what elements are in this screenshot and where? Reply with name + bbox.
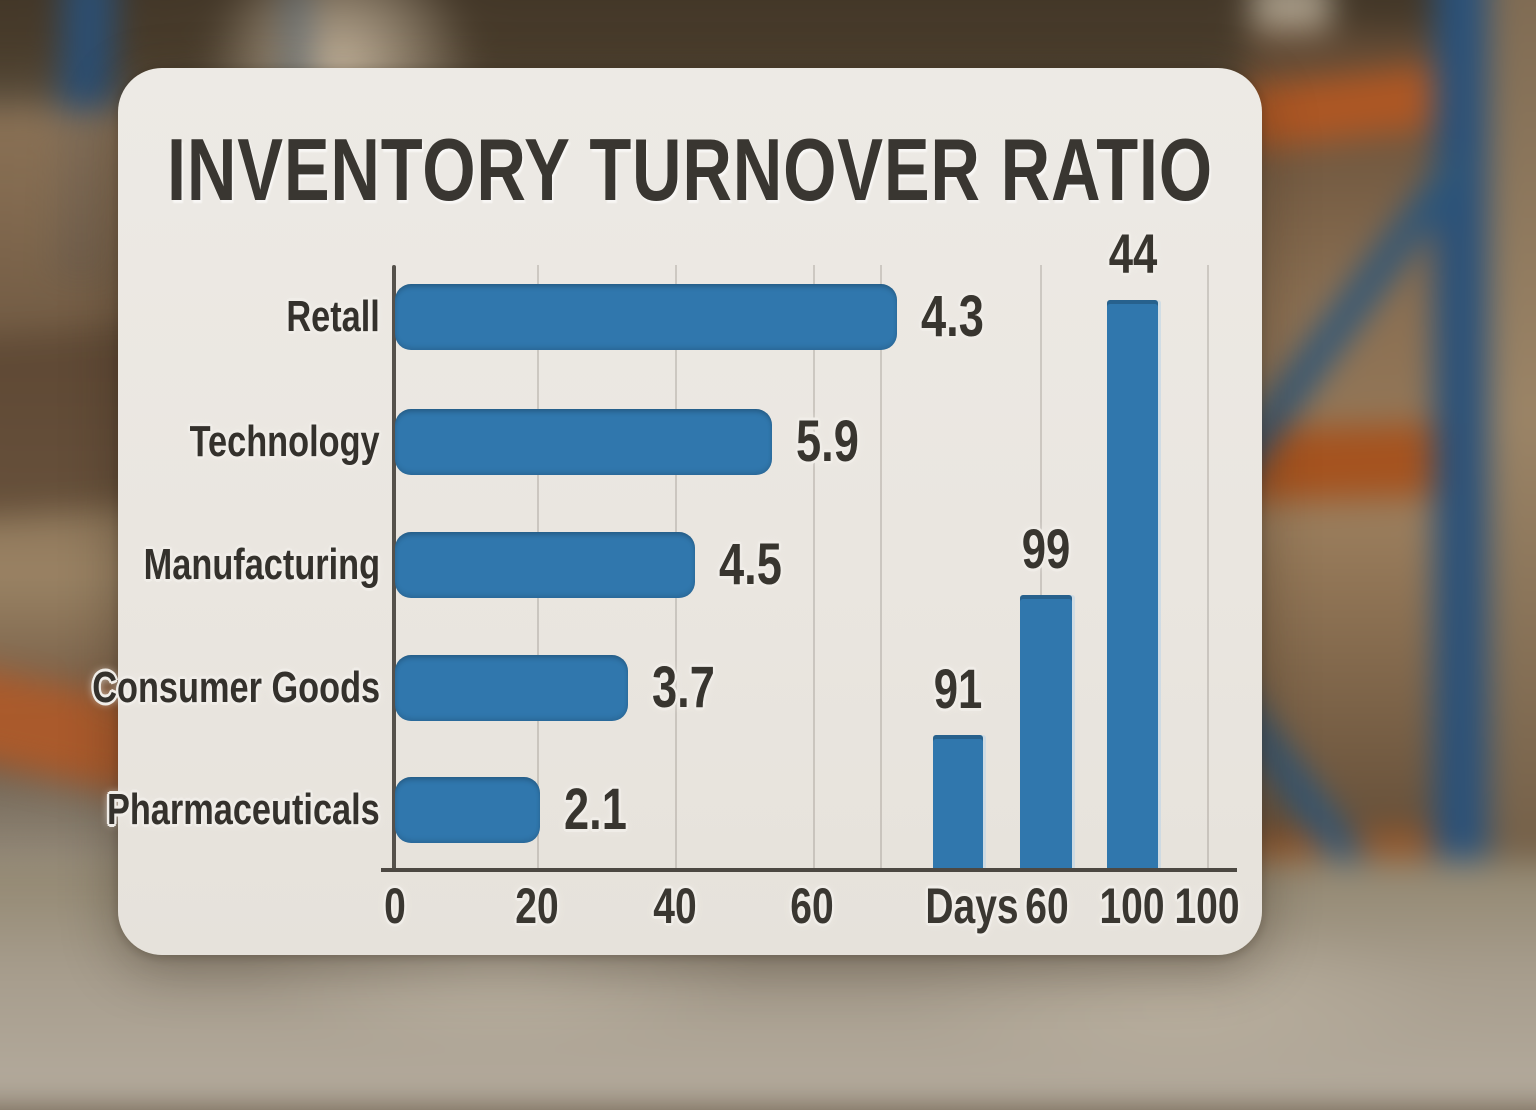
x-tick-label-4-text: Days	[925, 878, 1019, 934]
value-label-pharmaceuticals: 2.1	[564, 778, 645, 842]
vertical-bar-label-99: 99	[1015, 519, 1077, 579]
x-tick-label-3: 60	[784, 880, 840, 932]
x-tick-label-6: 100	[1090, 880, 1173, 932]
x-tick-label-2-text: 40	[653, 878, 697, 934]
gridline	[813, 265, 815, 868]
value-label-technology: 5.9	[796, 410, 877, 474]
value-label-manufacturing: 4.5	[719, 533, 800, 597]
bar-consumer-goods	[395, 655, 628, 721]
value-label-retall-text: 4.3	[921, 284, 984, 349]
category-label-consumer-goods: Consumer Goods	[11, 660, 380, 716]
category-label-retall: Retall	[260, 289, 380, 345]
x-tick-label-5: 60	[1019, 880, 1075, 932]
value-label-pharmaceuticals-text: 2.1	[564, 777, 627, 842]
x-tick-label-2: 40	[647, 880, 703, 932]
category-label-consumer-goods-text: Consumer Goods	[92, 663, 380, 712]
value-label-consumer-goods: 3.7	[652, 656, 733, 720]
gridline	[1040, 265, 1042, 868]
y-axis-line	[392, 265, 396, 872]
x-tick-label-5-text: 60	[1025, 878, 1069, 934]
x-tick-label-0: 0	[381, 880, 409, 932]
x-tick-label-0-text: 0	[384, 878, 406, 934]
vertical-bar-44	[1107, 300, 1158, 868]
plot-area: Retall 4.3 Technology 5.9 Manufacturing 4.5 Co…	[92, 68, 1262, 955]
vertical-bar-label-91: 91	[927, 659, 989, 719]
category-label-pharmaceuticals-text: Pharmaceuticals	[107, 785, 380, 834]
gridline	[880, 265, 882, 868]
chart-title-text: INVENTORY TURNOVER RATIO	[167, 120, 1213, 219]
bar-technology	[395, 409, 772, 475]
x-tick-label-7: 100	[1165, 880, 1248, 932]
x-tick-label-7-text: 100	[1174, 878, 1240, 934]
vertical-bar-label-44-text: 44	[1108, 222, 1157, 285]
x-tick-label-6-text: 100	[1099, 878, 1165, 934]
value-label-manufacturing-text: 4.5	[719, 532, 782, 597]
chart-card: INVENTORY TURNOVER RATIO Retall 4.3 Techno…	[92, 68, 1262, 955]
value-label-retall: 4.3	[921, 285, 1002, 349]
vertical-bar-label-91-text: 91	[933, 657, 983, 720]
vertical-bar-91	[933, 735, 983, 868]
bar-pharmaceuticals	[395, 777, 540, 843]
x-tick-label-1: 20	[509, 880, 565, 932]
x-tick-label-1-text: 20	[515, 878, 559, 934]
vertical-bar-label-44: 44	[1101, 224, 1163, 284]
x-tick-label-4: Days	[912, 880, 1032, 932]
bar-manufacturing	[395, 532, 695, 598]
category-label-retall-text: Retall	[286, 292, 380, 341]
x-tick-label-3-text: 60	[790, 878, 834, 934]
category-label-technology: Technology	[136, 414, 380, 470]
bar-retall	[395, 284, 897, 350]
x-axis-line	[381, 868, 1237, 872]
vertical-bar-99	[1020, 595, 1072, 868]
value-label-technology-text: 5.9	[796, 409, 859, 474]
vertical-bar-label-99-text: 99	[1021, 517, 1071, 580]
category-label-technology-text: Technology	[189, 417, 380, 466]
category-label-manufacturing: Manufacturing	[77, 537, 380, 593]
chart-title: INVENTORY TURNOVER RATIO	[20, 124, 1361, 216]
value-label-consumer-goods-text: 3.7	[652, 655, 715, 720]
gridline	[1207, 265, 1209, 868]
category-label-manufacturing-text: Manufacturing	[143, 540, 380, 589]
category-label-pharmaceuticals: Pharmaceuticals	[30, 782, 380, 838]
